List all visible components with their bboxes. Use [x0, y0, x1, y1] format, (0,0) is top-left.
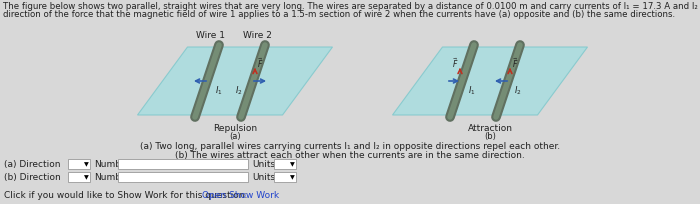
Text: Number: Number: [94, 173, 130, 182]
Text: Open Show Work: Open Show Work: [202, 190, 279, 199]
Text: (a) Direction: (a) Direction: [4, 160, 60, 169]
FancyBboxPatch shape: [68, 172, 90, 182]
Text: $I_2$: $I_2$: [514, 85, 522, 97]
Text: (a) Two long, parallel wires carrying currents I₁ and I₂ in opposite directions : (a) Two long, parallel wires carrying cu…: [140, 141, 560, 150]
Text: (a): (a): [229, 131, 241, 140]
Text: (b): (b): [484, 131, 496, 140]
Text: Units: Units: [252, 173, 275, 182]
FancyBboxPatch shape: [118, 159, 248, 169]
Text: ▼: ▼: [83, 175, 88, 180]
Text: $\vec{F}$: $\vec{F}$: [452, 56, 458, 70]
FancyBboxPatch shape: [68, 159, 90, 169]
Text: Units: Units: [252, 160, 275, 169]
Text: $\vec{F}$: $\vec{F}$: [257, 56, 263, 70]
Text: (b) The wires attract each other when the currents are in the same direction.: (b) The wires attract each other when th…: [175, 150, 525, 159]
Text: direction of the force that the magnetic field of wire 1 applies to a 1.5-m sect: direction of the force that the magnetic…: [3, 10, 675, 19]
FancyBboxPatch shape: [118, 172, 248, 182]
Text: $I_1$: $I_1$: [468, 85, 475, 97]
FancyBboxPatch shape: [274, 159, 296, 169]
Text: Wire 1: Wire 1: [197, 31, 225, 40]
Text: Click if you would like to Show Work for this question:: Click if you would like to Show Work for…: [4, 190, 247, 199]
Text: Wire 2: Wire 2: [243, 31, 272, 40]
Text: $\vec{F}$: $\vec{F}$: [512, 56, 519, 70]
Text: Attraction: Attraction: [468, 123, 512, 132]
Text: (b) Direction: (b) Direction: [4, 173, 61, 182]
Polygon shape: [393, 48, 587, 115]
Text: Number: Number: [94, 160, 130, 169]
Text: ▼: ▼: [290, 175, 295, 180]
Text: ▼: ▼: [290, 162, 295, 167]
Text: $I_2$: $I_2$: [235, 85, 243, 97]
Text: ▼: ▼: [83, 162, 88, 167]
Text: The figure below shows two parallel, straight wires that are very long. The wire: The figure below shows two parallel, str…: [3, 2, 700, 11]
FancyBboxPatch shape: [274, 172, 296, 182]
Text: Repulsion: Repulsion: [213, 123, 257, 132]
Polygon shape: [137, 48, 332, 115]
Text: $I_1$: $I_1$: [215, 85, 223, 97]
